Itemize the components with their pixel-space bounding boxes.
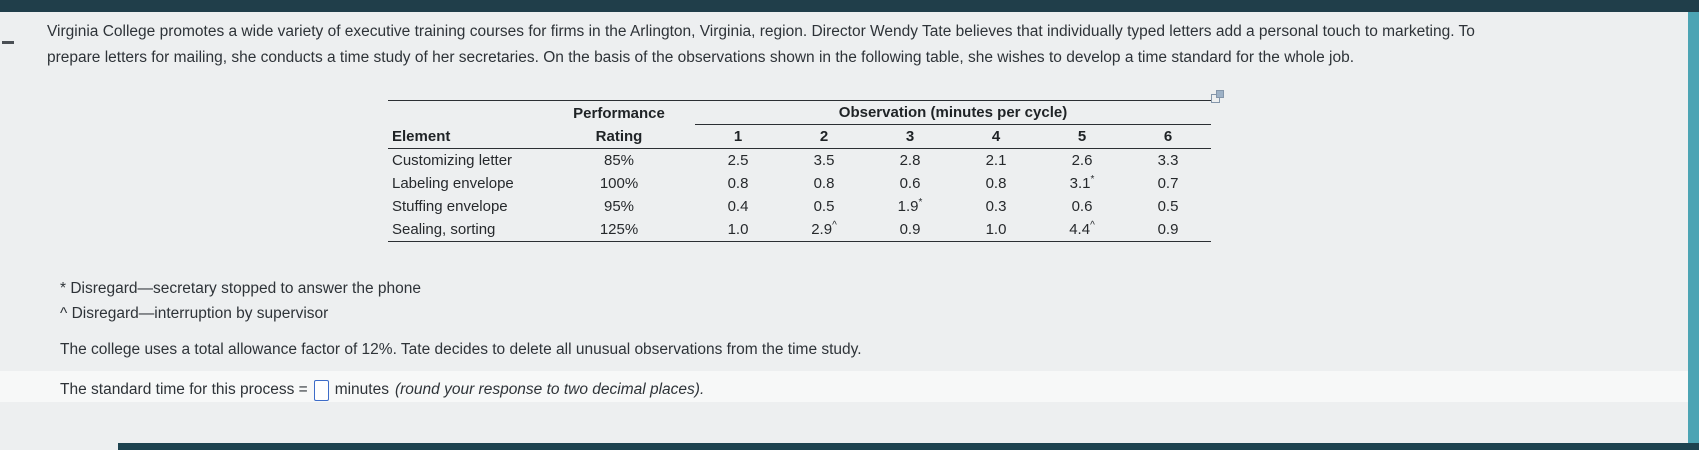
time-study-table: Performance Observation (minutes per cyc… (388, 100, 1211, 242)
table-corner-blank (388, 100, 543, 125)
obs-value: 1.9* (897, 197, 923, 216)
popout-icon-front (1216, 90, 1224, 98)
popout-icon-back (1211, 94, 1220, 103)
right-scroll-strip[interactable] (1688, 12, 1699, 450)
footnote-disregard-supervisor: ^ Disregard—interruption by supervisor (60, 305, 329, 322)
problem-statement: Virginia College promotes a wide variety… (47, 23, 1475, 66)
obs-value: 0.6 (899, 175, 921, 192)
performance-rating: 125% (543, 218, 695, 242)
obs-value: 0.4 (727, 198, 749, 215)
obs-value: 0.8 (813, 175, 835, 192)
element-name: Stuffing envelope (392, 198, 508, 215)
observation-group-header: Observation (minutes per cycle) (695, 100, 1211, 125)
element-name: Sealing, sorting (388, 218, 543, 242)
element-column-header: Element (388, 124, 543, 149)
obs-value: 1.0 (953, 218, 1039, 242)
performance-header-line1: Performance (543, 100, 695, 125)
obs-value: 0.7 (1157, 175, 1179, 192)
obs-value: 0.6 (1071, 198, 1093, 215)
obs-value: 2.9^ (781, 218, 867, 242)
answer-rounding-note: (round your response to two decimal plac… (394, 381, 705, 398)
obs-value: 2.1 (985, 152, 1007, 169)
obs-value: 4.4^ (1039, 218, 1125, 242)
table-row: Labeling envelope 100% 0.8 0.8 0.6 0.8 3… (388, 172, 1211, 195)
element-name: Labeling envelope (392, 175, 514, 192)
answer-row-highlight (0, 371, 1688, 402)
performance-rating: 85% (603, 152, 635, 169)
obs-value: 0.9 (1125, 218, 1211, 242)
obs-col-header-6: 6 (1125, 124, 1211, 149)
obs-value: 3.3 (1157, 152, 1179, 169)
obs-value: 1.0 (695, 218, 781, 242)
table-row: Stuffing envelope 95% 0.4 0.5 1.9* 0.3 0… (388, 195, 1211, 218)
obs-value: 3.1* (1069, 174, 1095, 193)
performance-header-line2: Rating (543, 124, 695, 149)
answer-unit: minutes (334, 381, 389, 398)
bottom-chrome-bar (118, 443, 1699, 450)
left-edge-dash (2, 41, 14, 44)
obs-value: 0.9 (867, 218, 953, 242)
obs-value: 0.5 (813, 198, 835, 215)
obs-col-header-5: 5 (1039, 124, 1125, 149)
obs-value: 2.8 (899, 152, 921, 169)
obs-value: 0.5 (1157, 198, 1179, 215)
popout-icon[interactable] (1211, 90, 1224, 103)
element-name: Customizing letter (392, 152, 513, 169)
footnote-disregard-phone: * Disregard—secretary stopped to answer … (60, 280, 422, 297)
table-row: Customizing letter 85% 2.5 3.5 2.8 2.1 2… (388, 149, 1211, 173)
answer-input[interactable] (313, 379, 329, 401)
obs-col-header-3: 3 (867, 124, 953, 149)
obs-col-header-1: 1 (695, 124, 781, 149)
obs-value: 2.5 (727, 152, 749, 169)
obs-value: 2.6 (1071, 152, 1093, 169)
obs-value: 0.8 (985, 175, 1007, 192)
performance-rating: 100% (599, 175, 639, 192)
answer-row: The standard time for this process = min… (60, 377, 704, 403)
obs-value: 3.5 (813, 152, 835, 169)
obs-col-header-2: 2 (781, 124, 867, 149)
allowance-statement: The college uses a total allowance facto… (60, 341, 862, 358)
obs-col-header-4: 4 (953, 124, 1039, 149)
obs-value: 0.3 (985, 198, 1007, 215)
performance-rating: 95% (603, 198, 635, 215)
obs-value: 0.8 (727, 175, 749, 192)
table-row: Sealing, sorting 125% 1.0 2.9^ 0.9 1.0 4… (388, 218, 1211, 242)
top-chrome-bar (0, 0, 1699, 12)
answer-prefix: The standard time for this process = (60, 381, 308, 398)
